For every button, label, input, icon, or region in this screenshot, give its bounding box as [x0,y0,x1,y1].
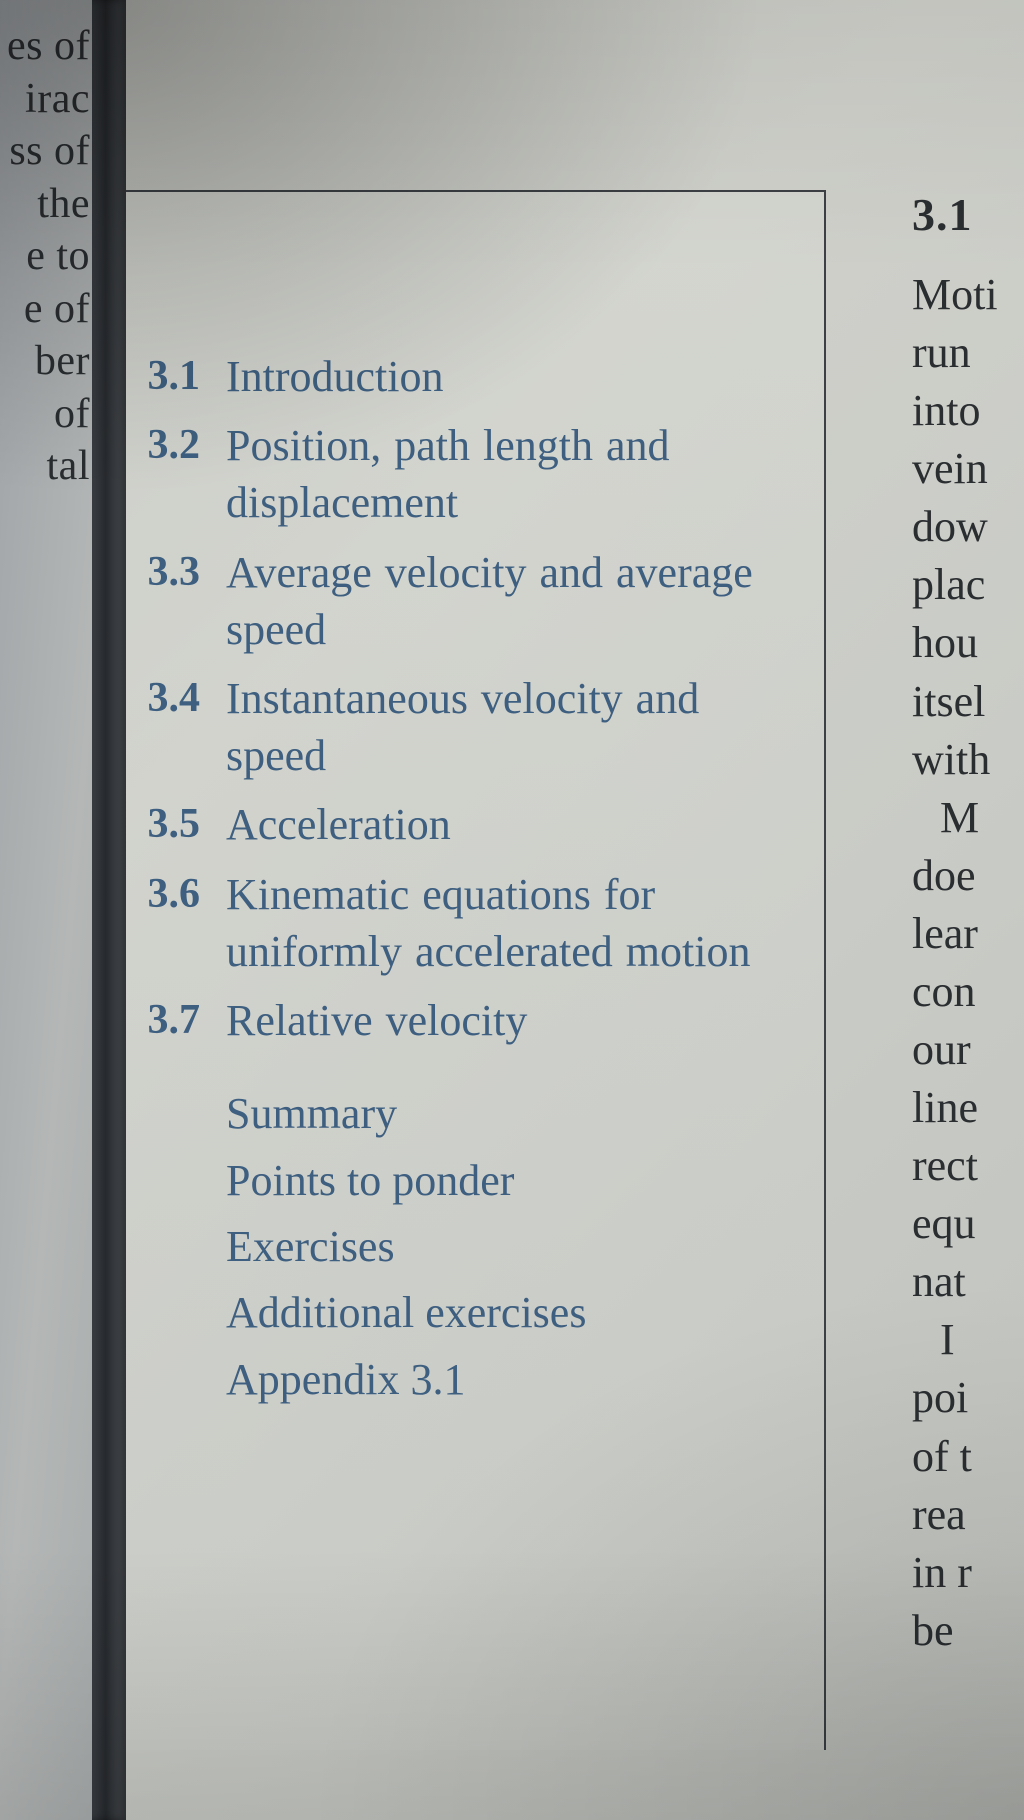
toc-item: 3.7Relative velocity [126,986,824,1055]
body-line-fragment: doe [912,847,1024,905]
section-heading-number: 3.1 [894,188,1024,259]
prev-page-fragment: irac [0,73,90,126]
toc-item-number: 3.4 [126,670,226,727]
prev-page-fragment: ber [0,335,90,388]
prev-page-text-fragments: es ofiracss ofthee toe ofberoftal [0,20,90,493]
body-line-fragment: rea [912,1486,1024,1544]
prev-page-fragment: es of [0,20,90,73]
main-page: 3.1Introduction3.2Position, path length … [126,0,1024,1820]
toc-item-number: 3.2 [126,417,226,474]
toc-item-number: 3.3 [126,544,226,601]
body-line-fragment: be [912,1602,1024,1660]
toc-item: 3.2Position, path length and displacemen… [126,411,824,537]
body-line-fragment: Moti [912,266,1024,324]
toc-extra-item: Exercises [226,1216,824,1278]
body-line-fragment: into [912,382,1024,440]
body-line-fragment: vein [912,440,1024,498]
toc-item-title: Position, path length and displacement [226,417,794,531]
previous-page-sliver: es ofiracss ofthee toe ofberoftal [0,0,92,1820]
prev-page-fragment: of [0,388,90,441]
body-line-fragment: lear [912,905,1024,963]
toc-item-number: 3.1 [126,348,226,405]
toc-item: 3.6Kinematic equations for uniformly acc… [126,860,824,986]
toc-item-title: Average velocity and average speed [226,544,794,658]
toc-item-number: 3.7 [126,992,226,1049]
toc-back-matter: SummaryPoints to ponderExercisesAddition… [126,1055,824,1411]
body-line-fragment: rect [912,1137,1024,1195]
body-line-fragment: of t [912,1428,1024,1486]
body-line-fragment: con [912,963,1024,1021]
body-line-fragment: plac [912,556,1024,614]
body-line-fragment: nat [912,1253,1024,1311]
toc-item: 3.4Instantaneous velocity and speed [126,664,824,790]
book-gutter [92,0,126,1820]
body-line-fragment: M [912,789,1024,847]
body-line-fragment: run [912,324,1024,382]
toc-item-title: Introduction [226,348,794,405]
body-line-fragment: our [912,1021,1024,1079]
body-paragraph-fragments: MotirunintoveindowplachouitselwithMdoele… [912,266,1024,1660]
body-line-fragment: itsel [912,673,1024,731]
toc-item-title: Relative velocity [226,992,794,1049]
toc-extra-item: Additional exercises [226,1282,824,1344]
prev-page-fragment: the [0,178,90,231]
toc-item-title: Instantaneous velocity and speed [226,670,794,784]
prev-page-fragment: e of [0,283,90,336]
toc-extra-item: Appendix 3.1 [226,1349,824,1411]
body-line-fragment: in r [912,1544,1024,1602]
toc-extra-item: Summary [226,1083,824,1145]
photo-scene: es ofiracss ofthee toe ofberoftal 3.1Int… [0,0,1024,1820]
prev-page-fragment: e to [0,230,90,283]
toc-item-number: 3.6 [126,866,226,923]
toc-item-number: 3.5 [126,796,226,853]
body-line-fragment: with [912,731,1024,789]
body-line-fragment: poi [912,1369,1024,1427]
toc-item: 3.1Introduction [126,342,824,411]
toc-item: 3.5Acceleration [126,790,824,859]
next-page-column: 3.1 MotirunintoveindowplachouitselwithMd… [894,188,1024,1788]
body-line-fragment: dow [912,498,1024,556]
body-line-fragment: equ [912,1195,1024,1253]
chapter-contents-box: 3.1Introduction3.2Position, path length … [126,190,826,1750]
toc-item-title: Acceleration [226,796,794,853]
toc-item: 3.3Average velocity and average speed [126,538,824,664]
toc-list: 3.1Introduction3.2Position, path length … [126,342,824,1055]
toc-item-title: Kinematic equations for uniformly accele… [226,866,794,980]
body-line-fragment: I [912,1311,1024,1369]
prev-page-fragment: ss of [0,125,90,178]
body-line-fragment: line [912,1079,1024,1137]
body-line-fragment: hou [912,614,1024,672]
toc-extra-item: Points to ponder [226,1150,824,1212]
prev-page-fragment: tal [0,440,90,493]
